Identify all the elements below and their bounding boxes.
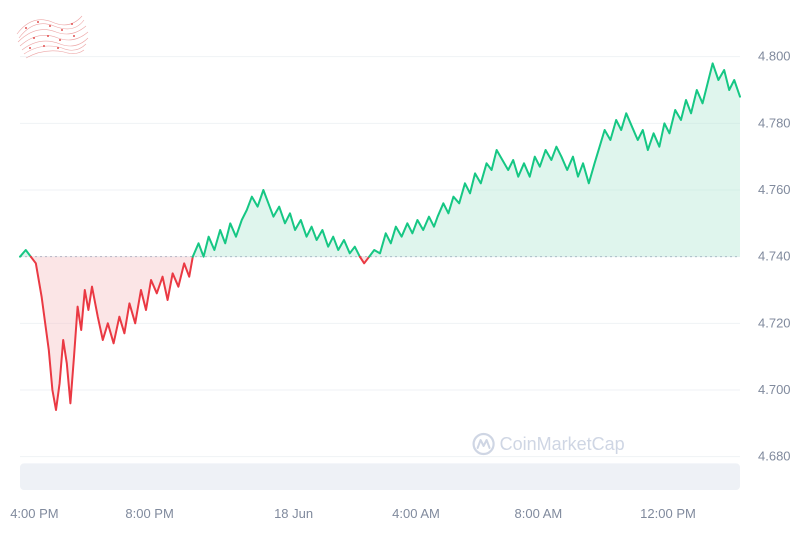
brand-logo-icon [14, 8, 94, 68]
volume-band [20, 463, 740, 490]
y-tick-label: 4.760 [758, 182, 791, 197]
watermark-text: CoinMarketCap [500, 434, 625, 454]
x-tick-label: 8:00 AM [515, 506, 563, 521]
y-tick-label: 4.720 [758, 315, 791, 330]
x-tick-label: 18 Jun [274, 506, 313, 521]
x-tick-label: 12:00 PM [640, 506, 696, 521]
area-up [193, 190, 360, 257]
chart-svg: 4.680 4.700 4.720 4.740 4.760 4.780 4.800 4:00 … [0, 0, 800, 533]
x-tick-label: 8:00 PM [125, 506, 173, 521]
x-tick-label: 4:00 PM [10, 506, 58, 521]
y-tick-label: 4.740 [758, 249, 791, 264]
y-tick-label: 4.700 [758, 382, 791, 397]
y-tick-label: 4.680 [758, 449, 791, 464]
price-chart: 4.680 4.700 4.720 4.740 4.760 4.780 4.800 4:00 … [0, 0, 800, 533]
y-tick-label: 4.780 [758, 115, 791, 130]
watermark: CoinMarketCap [474, 434, 625, 454]
area-down [31, 257, 193, 410]
x-tick-label: 4:00 AM [392, 506, 440, 521]
y-tick-label: 4.800 [758, 49, 791, 64]
